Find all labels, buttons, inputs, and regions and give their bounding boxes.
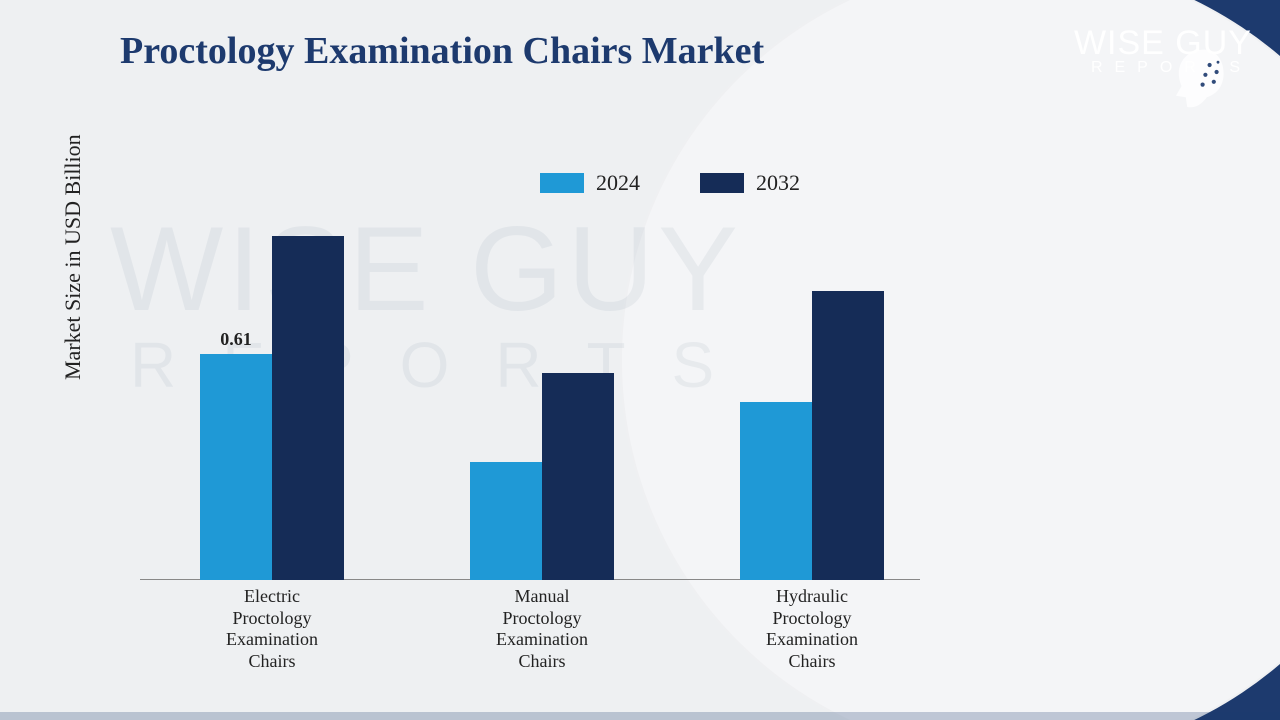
legend-item-2024: 2024 <box>540 170 640 196</box>
chart-title: Proctology Examination Chairs Market <box>120 30 840 74</box>
bar-value-label: 0.61 <box>200 329 272 350</box>
bar-2024-cat2 <box>740 402 812 580</box>
category-label: HydraulicProctologyExaminationChairs <box>712 586 912 672</box>
legend-label-2024: 2024 <box>596 170 640 196</box>
plot-area: 0.61 <box>140 210 920 580</box>
brand-head-icon <box>1162 44 1232 114</box>
chart-card: WISE GUY REPORTS Proctology Examination … <box>0 0 1280 720</box>
bar-2024-cat1 <box>470 462 542 580</box>
category-label: ElectricProctologyExaminationChairs <box>172 586 372 672</box>
brand-logo: WISE GUY REPORTS <box>1074 24 1252 77</box>
y-axis-label: Market Size in USD Billion <box>60 134 86 380</box>
bar-2032-cat1 <box>542 373 614 580</box>
category-label: ManualProctologyExaminationChairs <box>442 586 642 672</box>
bar-2024-cat0 <box>200 354 272 580</box>
legend-item-2032: 2032 <box>700 170 800 196</box>
bar-2032-cat0 <box>272 236 344 580</box>
legend-label-2032: 2032 <box>756 170 800 196</box>
legend-swatch-2024 <box>540 173 584 193</box>
legend-swatch-2032 <box>700 173 744 193</box>
legend: 2024 2032 <box>540 170 800 196</box>
bar-2032-cat2 <box>812 291 884 580</box>
category-labels-row: ElectricProctologyExaminationChairs Manua… <box>140 582 920 692</box>
bottom-edge-accent <box>0 712 1280 720</box>
